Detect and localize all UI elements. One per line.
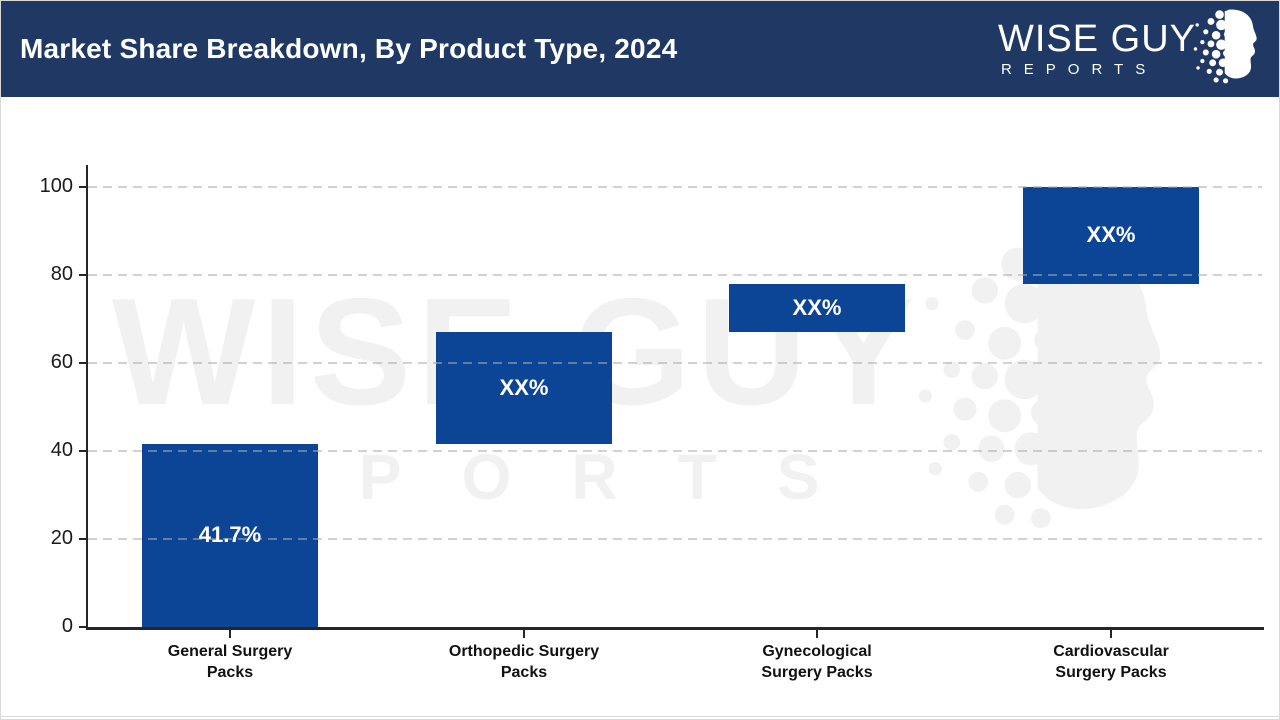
logo-wordmark: WISE GUY [997,18,1196,60]
bar [729,283,905,333]
y-tick-mark [79,626,87,628]
y-tick-label: 40 [50,439,73,461]
x-tick-mark [523,630,525,638]
x-tick-mark [1110,630,1112,638]
x-axis-line [86,627,1264,630]
x-tick-label: Cardiovascular Surgery Packs [1053,643,1169,681]
y-tick-mark [79,274,87,276]
grid-line [88,362,1262,364]
bar-value-label: XX% [1086,222,1136,248]
bar [1023,187,1199,284]
x-tick-mark [229,630,231,638]
wise-guy-logo: WISE GUY REPORTS [998,0,1266,97]
bar [142,443,318,627]
grid-line [88,186,1262,188]
page-title: Market Share Breakdown, By Product Type,… [20,32,678,64]
header-bar: Market Share Breakdown, By Product Type,… [0,0,1280,97]
x-tick-label: Orthopedic Surgery Packs [448,643,600,681]
y-tick-mark [79,186,87,188]
bar-value-label: 41.7% [198,522,262,548]
y-tick-mark [79,538,87,540]
grid-line [88,538,1262,540]
x-tick-label: General Surgery Packs [167,643,293,681]
bottom-divider [0,716,1280,717]
y-tick-label: 0 [61,615,73,637]
y-tick-mark [79,450,87,452]
bar-value-label: XX% [792,295,842,320]
logo-subtitle: REPORTS [1000,61,1158,78]
y-tick-label: 100 [39,175,73,197]
x-tick-label: Gynecological Surgery Packs [761,643,873,681]
y-tick-mark [79,362,87,364]
bar-value-label: XX% [499,374,549,400]
dotted-head-icon [1180,6,1266,92]
logo-text: WISE GUY REPORTS [998,19,1196,78]
y-tick-label: 80 [50,263,73,285]
bar [436,332,612,444]
x-tick-mark [816,630,818,638]
y-axis-line [86,165,88,629]
y-tick-label: 20 [50,527,73,549]
grid-line [88,274,1262,276]
grid-line [88,450,1262,452]
y-tick-label: 60 [50,351,73,373]
